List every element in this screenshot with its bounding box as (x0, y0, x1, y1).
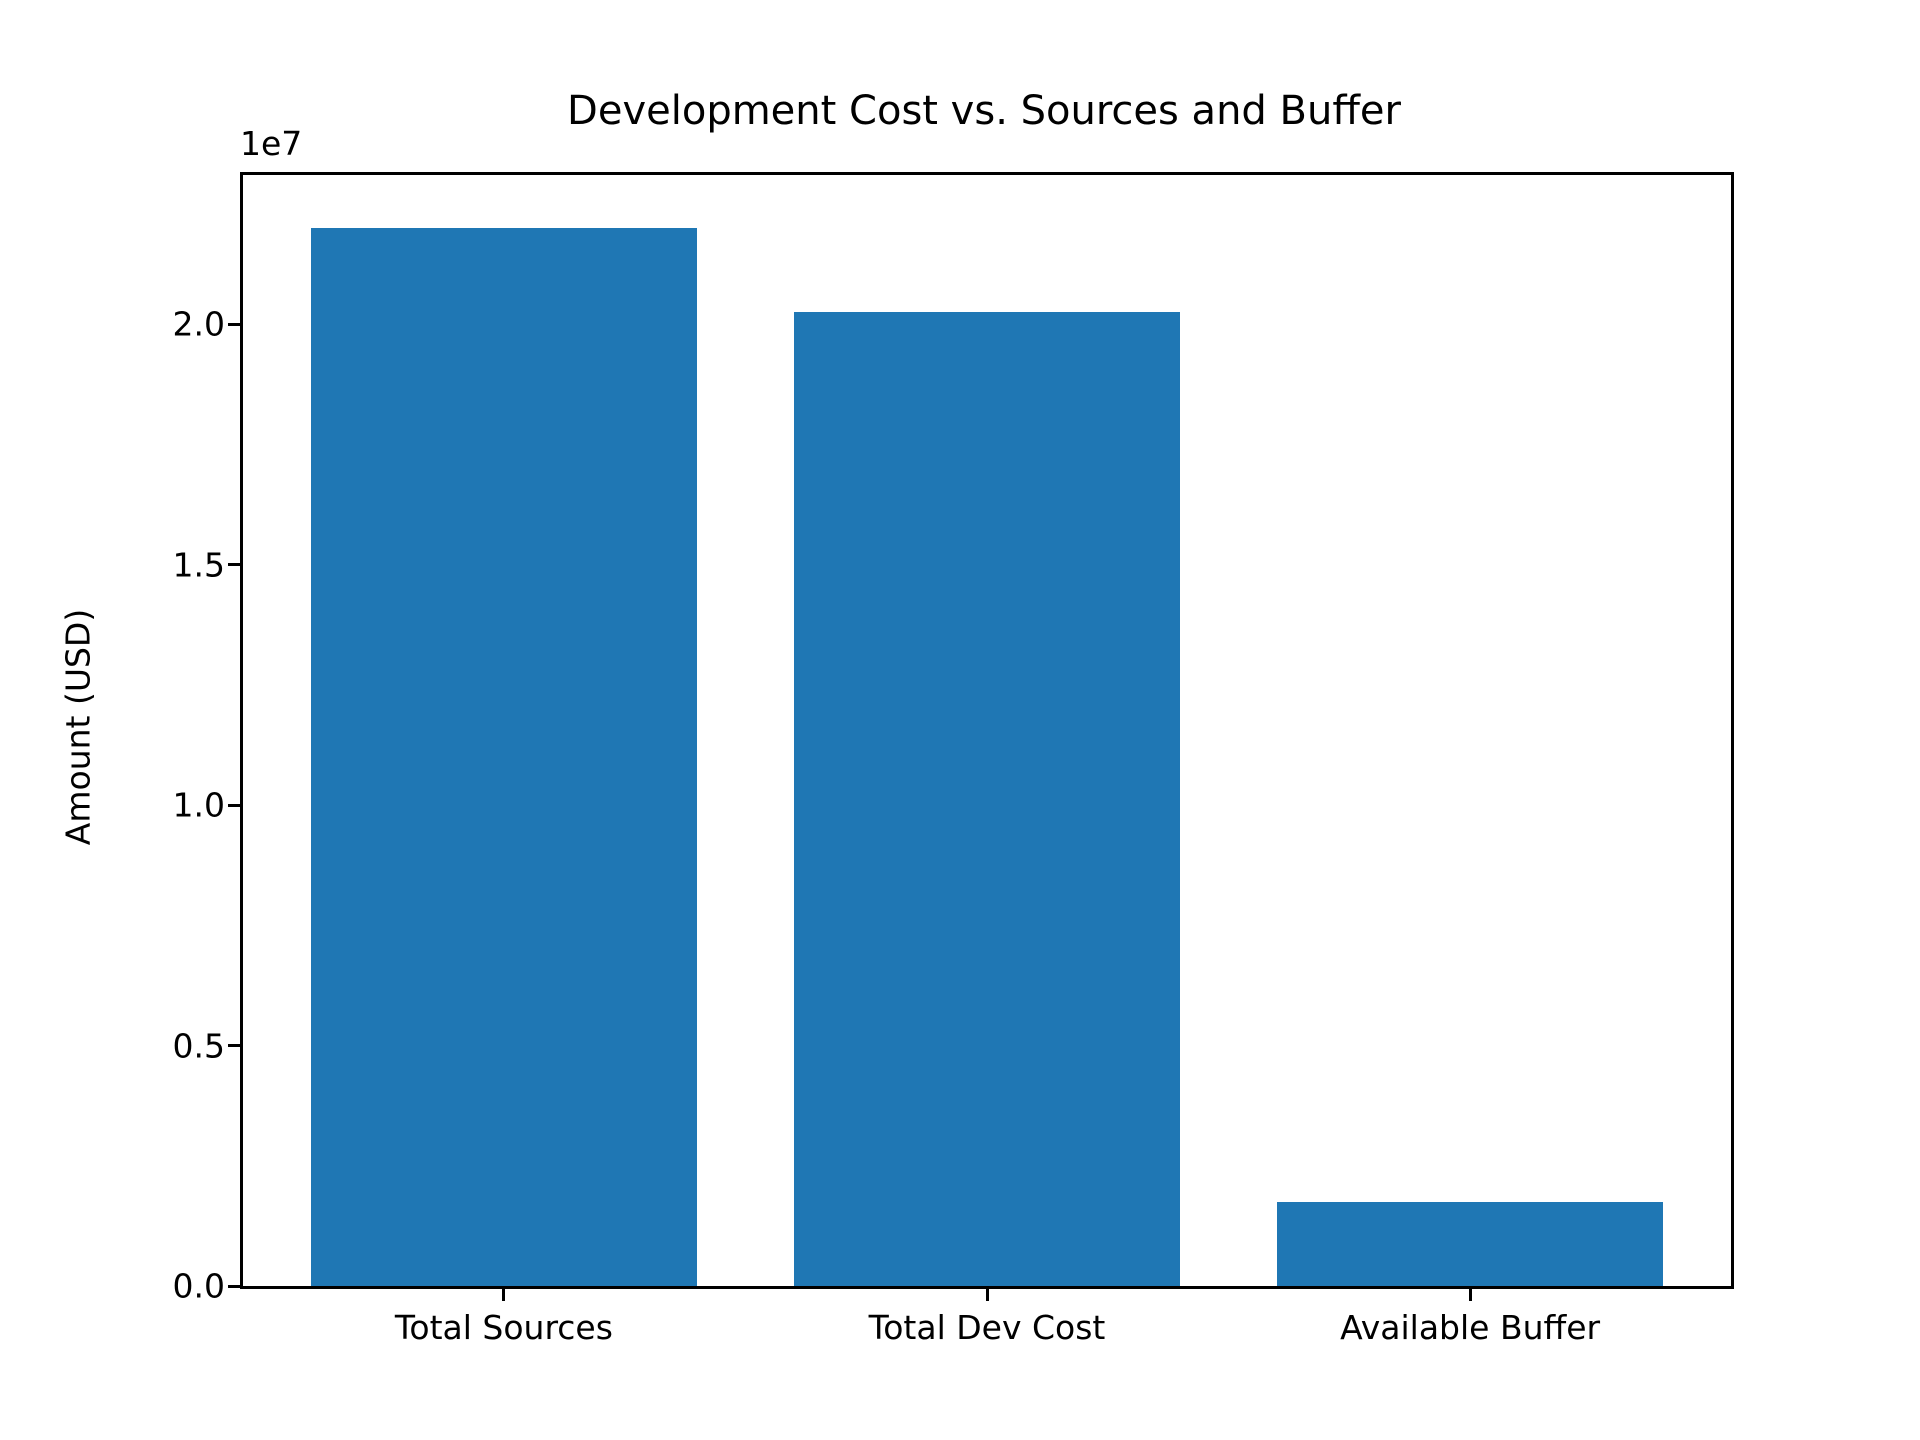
y-tick-label: 0.5 (172, 1026, 225, 1066)
y-tick (228, 563, 240, 567)
y-tick (228, 322, 240, 326)
bar-available-buffer (1276, 1201, 1664, 1286)
y-axis-offset-label: 1e7 (240, 124, 303, 163)
y-tick-label: 1.0 (172, 785, 225, 825)
y-tick (228, 1044, 240, 1048)
x-tick (1468, 1289, 1472, 1301)
bar-total-dev-cost (793, 312, 1181, 1286)
y-tick-label: 2.0 (172, 304, 225, 344)
x-tick (985, 1289, 989, 1301)
x-tick-label: Total Sources (394, 1308, 613, 1347)
x-tick-label: Available Buffer (1340, 1308, 1601, 1347)
x-tick (502, 1289, 506, 1301)
x-tick-label: Total Dev Cost (868, 1308, 1106, 1347)
chart-title: Development Cost vs. Sources and Buffer (567, 88, 1401, 134)
bar-total-sources (310, 227, 698, 1286)
y-tick-label: 1.5 (172, 545, 225, 585)
y-tick (228, 1284, 240, 1288)
plot-area: Total Sources Total Dev Cost Available Buf… (173, 172, 1734, 1347)
y-tick (228, 803, 240, 807)
y-axis-label: Amount (USD) (58, 608, 98, 846)
y-tick-label: 0.0 (172, 1266, 225, 1306)
